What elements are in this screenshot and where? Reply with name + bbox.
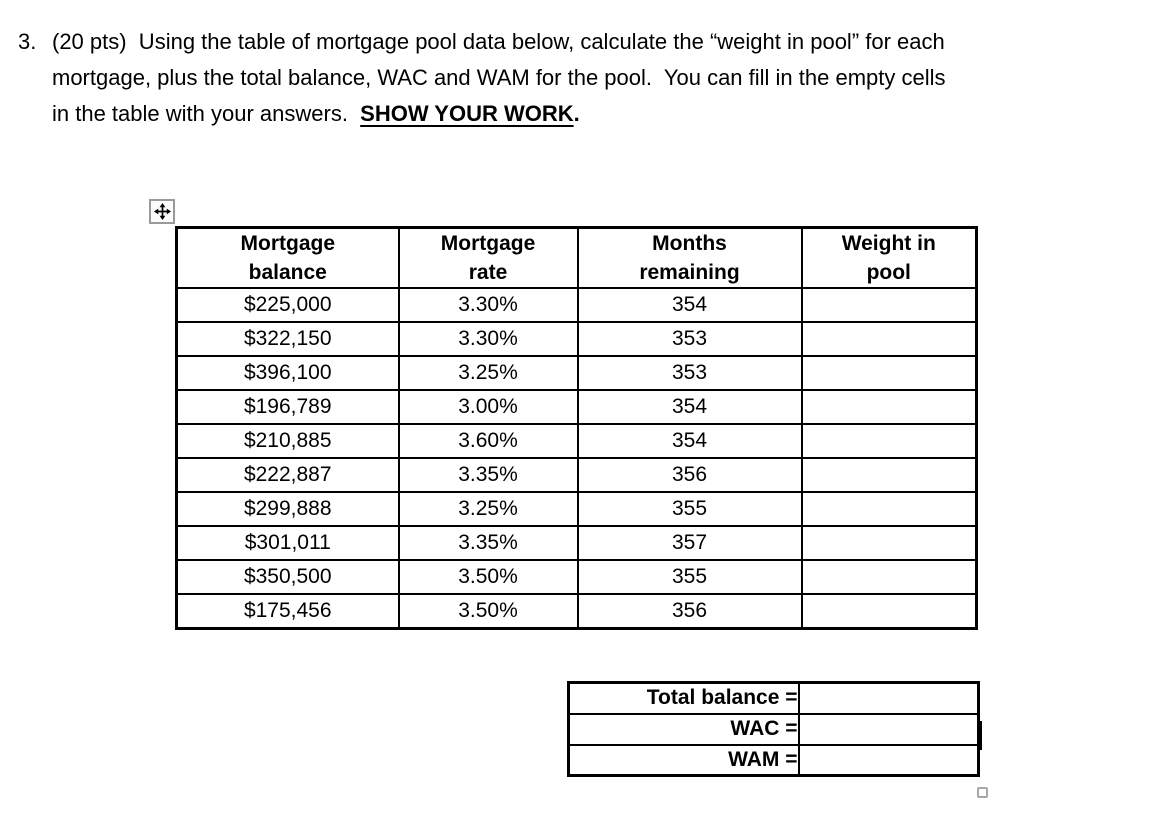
move-arrows-icon — [153, 203, 171, 220]
rate-cell: 3.50% — [397, 593, 579, 629]
table-row: $222,887 3.35% 356 — [175, 457, 978, 493]
pool-summary-table: Total balance = WAC = WAM = — [567, 681, 980, 777]
rate-cell: 3.35% — [397, 457, 579, 493]
rate-cell: 3.25% — [397, 355, 579, 391]
summary-row-wac: WAC = — [567, 712, 980, 746]
question-number: 3. — [18, 29, 37, 54]
weight-in-pool-answer-cell[interactable] — [800, 457, 978, 493]
show-your-work-emphasis: SHOW YOUR WORK — [360, 101, 574, 126]
months-cell: 356 — [576, 593, 803, 629]
header-row: Mortgage balance Mortgage rate Months remai… — [175, 226, 978, 289]
months-cell: 355 — [576, 491, 803, 527]
table-row: $396,100 3.25% 353 — [175, 355, 978, 391]
weight-in-pool-answer-cell[interactable] — [800, 423, 978, 459]
weight-in-pool-answer-cell[interactable] — [800, 321, 978, 357]
balance-cell: $299,888 — [175, 491, 400, 527]
weight-in-pool-answer-cell[interactable] — [800, 593, 978, 629]
balance-cell: $301,011 — [175, 525, 400, 561]
rate-cell: 3.35% — [397, 525, 579, 561]
total-balance-label: Total balance = — [567, 681, 800, 715]
table-resize-handle[interactable] — [977, 787, 988, 798]
weight-in-pool-answer-cell[interactable] — [800, 389, 978, 425]
balance-cell: $322,150 — [175, 321, 400, 357]
weight-in-pool-answer-cell[interactable] — [800, 287, 978, 323]
table-row: $225,000 3.30% 354 — [175, 287, 978, 323]
table-row: $210,885 3.60% 354 — [175, 423, 978, 459]
col-header-mortgage-rate: Mortgage rate — [397, 226, 579, 289]
question-line-3: in the table with your answers. SHOW YOU… — [52, 96, 1150, 132]
text-cursor — [980, 721, 982, 750]
months-cell: 354 — [576, 423, 803, 459]
question-line-2: mortgage, plus the total balance, WAC an… — [52, 65, 946, 90]
question-line-3-prefix: in the table with your answers. — [52, 101, 361, 126]
summary-row-wam: WAM = — [567, 743, 980, 777]
balance-cell: $225,000 — [175, 287, 400, 323]
weight-in-pool-answer-cell[interactable] — [800, 491, 978, 527]
rate-cell: 3.30% — [397, 321, 579, 357]
table-row: $350,500 3.50% 355 — [175, 559, 978, 595]
rate-cell: 3.60% — [397, 423, 579, 459]
months-cell: 353 — [576, 321, 803, 357]
col-header-mortgage-balance: Mortgage balance — [175, 226, 400, 289]
wam-answer-cell[interactable] — [797, 743, 980, 777]
question-line-1: (20 pts) Using the table of mortgage poo… — [52, 29, 945, 54]
table-row: $175,456 3.50% 356 — [175, 593, 978, 629]
col-header-months-remaining: Months remaining — [576, 226, 803, 289]
question-text: (20 pts) Using the table of mortgage poo… — [52, 24, 1150, 132]
weight-in-pool-answer-cell[interactable] — [800, 559, 978, 595]
months-cell: 354 — [576, 389, 803, 425]
rate-cell: 3.30% — [397, 287, 579, 323]
col-header-weight-in-pool: Weight in pool — [800, 226, 978, 289]
months-cell: 354 — [576, 287, 803, 323]
question-block: 3. (20 pts) Using the table of mortgage … — [18, 24, 1150, 132]
total-balance-answer-cell[interactable] — [797, 681, 980, 715]
table-row: $196,789 3.00% 354 — [175, 389, 978, 425]
weight-in-pool-answer-cell[interactable] — [800, 355, 978, 391]
show-your-work-period: . — [573, 101, 580, 126]
rate-cell: 3.50% — [397, 559, 579, 595]
table-row: $299,888 3.25% 355 — [175, 491, 978, 527]
balance-cell: $196,789 — [175, 389, 400, 425]
wac-answer-cell[interactable] — [797, 712, 980, 746]
rate-cell: 3.00% — [397, 389, 579, 425]
table-row: $322,150 3.30% 353 — [175, 321, 978, 357]
table-move-handle[interactable] — [149, 199, 175, 224]
months-cell: 353 — [576, 355, 803, 391]
table-row: $301,011 3.35% 357 — [175, 525, 978, 561]
months-cell: 356 — [576, 457, 803, 493]
balance-cell: $396,100 — [175, 355, 400, 391]
months-cell: 357 — [576, 525, 803, 561]
balance-cell: $222,887 — [175, 457, 400, 493]
balance-cell: $350,500 — [175, 559, 400, 595]
mortgage-pool-table: Mortgage balance Mortgage rate Months remai… — [175, 226, 978, 630]
wam-label: WAM = — [567, 743, 800, 777]
weight-in-pool-answer-cell[interactable] — [800, 525, 978, 561]
wac-label: WAC = — [567, 712, 800, 746]
balance-cell: $210,885 — [175, 423, 400, 459]
rate-cell: 3.25% — [397, 491, 579, 527]
months-cell: 355 — [576, 559, 803, 595]
summary-row-total-balance: Total balance = — [567, 681, 980, 715]
balance-cell: $175,456 — [175, 593, 400, 629]
